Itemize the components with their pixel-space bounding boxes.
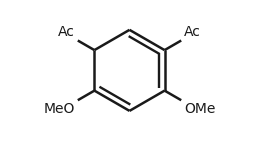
Text: OMe: OMe (184, 102, 215, 116)
Text: Ac: Ac (184, 25, 201, 39)
Text: MeO: MeO (44, 102, 75, 116)
Text: Ac: Ac (58, 25, 75, 39)
